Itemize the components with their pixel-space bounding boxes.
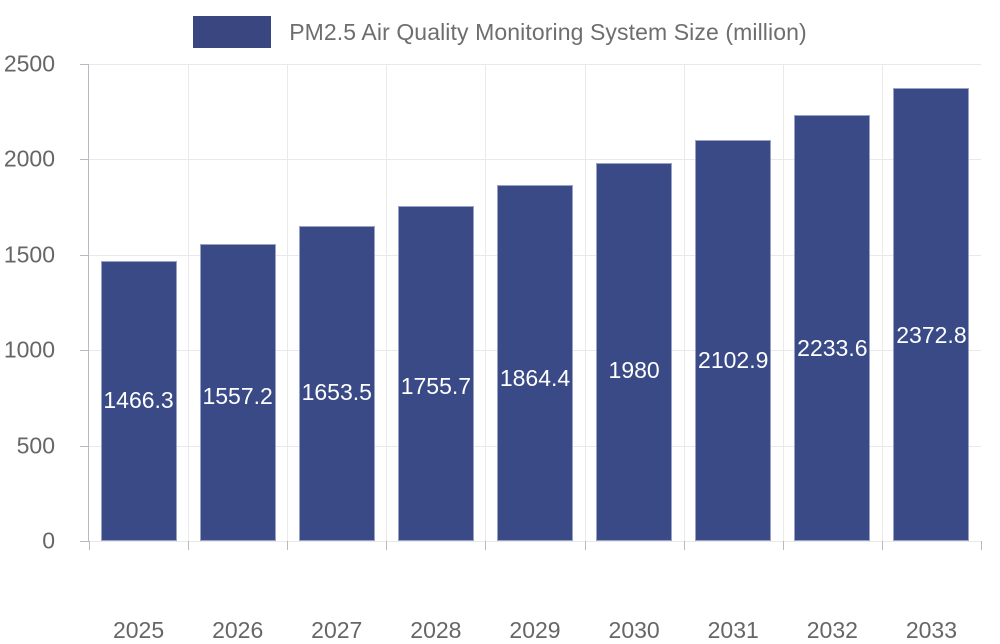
y-axis-tick-mark xyxy=(80,254,89,256)
y-axis-tick-label: 1500 xyxy=(3,241,55,268)
gridline-horizontal xyxy=(89,541,981,542)
x-axis-tick-mark xyxy=(783,541,784,550)
x-axis-tick-label: 2028 xyxy=(410,617,462,643)
legend-color-swatch-icon xyxy=(193,16,272,48)
x-axis-tick-label: 2032 xyxy=(806,617,858,643)
legend-item-label: PM2.5 Air Quality Monitoring System Size… xyxy=(289,18,807,45)
x-axis-tick-label: 2027 xyxy=(311,617,363,643)
x-axis-tick-mark xyxy=(585,541,586,550)
x-axis-tick-label: 2029 xyxy=(509,617,561,643)
x-axis-tick-mark xyxy=(981,541,982,550)
legend-item-pm25[interactable]: PM2.5 Air Quality Monitoring System Size… xyxy=(193,16,807,48)
x-axis-tick-label: 2031 xyxy=(707,617,759,643)
y-axis-tick-label: 2000 xyxy=(3,145,55,172)
x-axis-tick-mark xyxy=(287,541,288,550)
y-axis-tick-label: 500 xyxy=(16,432,55,459)
bar[interactable] xyxy=(596,163,673,541)
gridline-vertical xyxy=(684,64,685,541)
x-axis-tick-label: 2033 xyxy=(905,617,958,643)
gridline-vertical xyxy=(783,64,784,541)
y-axis-tick-mark xyxy=(80,541,89,542)
bar[interactable] xyxy=(100,261,177,541)
x-axis-tick-mark xyxy=(188,541,189,550)
bar[interactable] xyxy=(298,225,375,541)
bar[interactable] xyxy=(893,88,970,541)
gridline-vertical xyxy=(188,64,189,541)
x-axis-tick-mark xyxy=(882,541,883,550)
bar-chart: PM2.5 Air Quality Monitoring System Size… xyxy=(0,10,1000,643)
x-axis-tick-mark xyxy=(89,541,90,550)
bar[interactable] xyxy=(695,139,772,541)
y-axis-tick-mark xyxy=(80,350,89,352)
gridline-vertical xyxy=(585,64,586,541)
bar[interactable] xyxy=(497,185,573,541)
gridline-horizontal xyxy=(89,64,981,65)
plot-area: 0 500 1000 1500 2000 2500 1466.3 2025 1557.2 2026… xyxy=(4,51,982,643)
x-axis-tick-mark xyxy=(386,541,387,550)
gridline-horizontal xyxy=(89,159,981,161)
y-axis-tick-label: 0 xyxy=(42,527,55,554)
x-axis-tick-label: 2026 xyxy=(212,617,264,643)
y-axis-tick-label: 2500 xyxy=(3,50,55,77)
bar[interactable] xyxy=(199,243,276,541)
x-axis-tick-mark xyxy=(684,541,685,550)
y-axis-tick-mark xyxy=(80,445,89,447)
gridline-vertical xyxy=(485,64,486,541)
y-axis-tick-mark xyxy=(80,159,89,161)
x-axis-tick-mark xyxy=(485,541,486,550)
gridline-vertical xyxy=(386,64,387,541)
chart-legend: PM2.5 Air Quality Monitoring System Size… xyxy=(0,10,1000,54)
y-axis-tick-mark xyxy=(80,64,89,65)
gridline-vertical xyxy=(882,64,883,541)
bar[interactable] xyxy=(397,206,474,541)
x-axis-tick-label: 2025 xyxy=(112,617,165,643)
y-axis-line xyxy=(88,64,89,541)
bar[interactable] xyxy=(794,114,871,541)
x-axis-tick-label: 2030 xyxy=(608,617,660,643)
y-axis-tick-label: 1000 xyxy=(3,336,55,363)
gridline-vertical xyxy=(287,64,288,541)
